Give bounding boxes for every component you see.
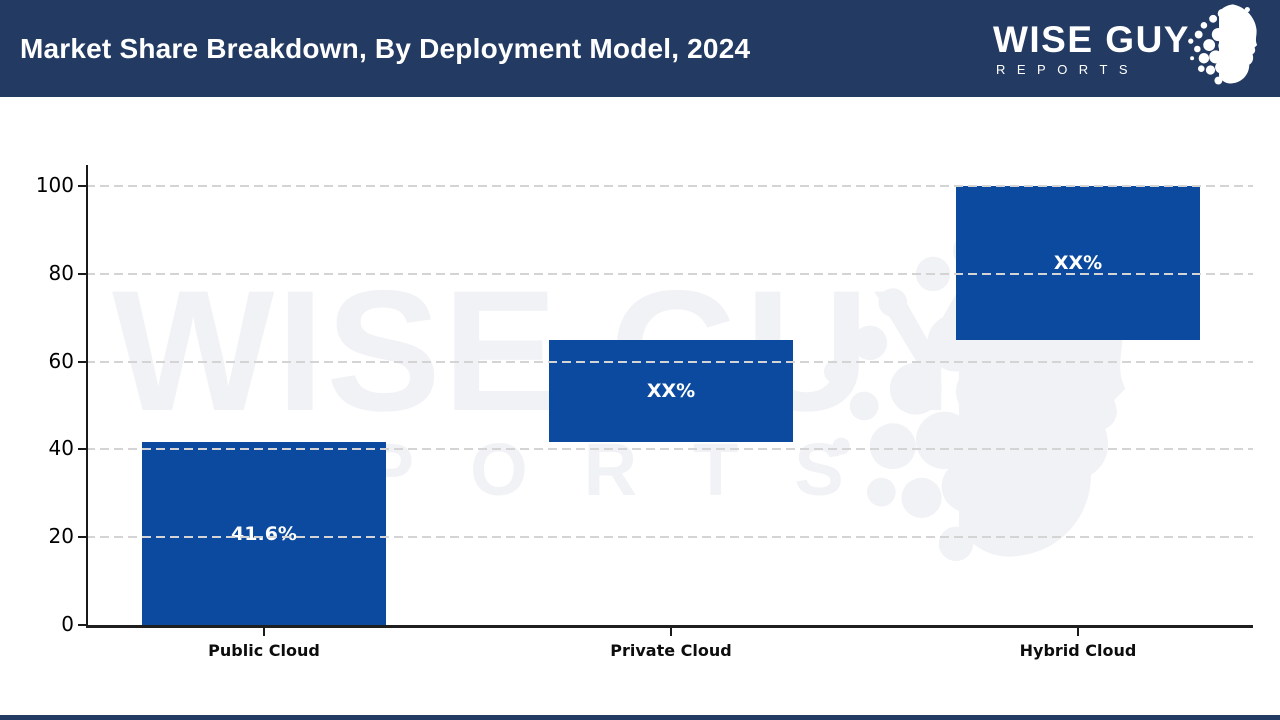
y-tick-label: 20 xyxy=(48,524,74,549)
y-tick-mark xyxy=(78,536,86,539)
y-tick-label: 100 xyxy=(35,173,74,197)
logo-text: WISE GUY REPORTS xyxy=(992,18,1190,77)
bar-value-label: 41.6% xyxy=(231,522,297,545)
x-tick-mark xyxy=(1077,628,1079,636)
footer-strip xyxy=(0,715,1280,720)
gridline xyxy=(86,448,1253,451)
y-tick-mark xyxy=(78,360,86,363)
y-tick-label: 40 xyxy=(48,436,74,461)
x-axis-line xyxy=(86,625,1253,628)
wise-guy-reports-logo: WISE GUY REPORTS xyxy=(993,0,1262,97)
x-tick-mark xyxy=(670,628,672,636)
chart-title: Market Share Breakdown, By Deployment Mo… xyxy=(20,32,751,64)
logo-subtitle: REPORTS xyxy=(995,61,1140,77)
x-category-label: Private Cloud xyxy=(610,641,732,660)
y-tick-label: 0 xyxy=(61,612,74,636)
logo-wordmark: WISE GUY xyxy=(992,18,1190,60)
bar-value-label: XX% xyxy=(1053,251,1103,274)
y-tick-mark xyxy=(78,448,86,451)
y-tick-mark xyxy=(78,185,86,187)
bar-segment: XX% xyxy=(956,186,1200,340)
gridline xyxy=(86,272,1253,275)
y-tick-mark xyxy=(78,272,86,275)
x-category-label: Public Cloud xyxy=(208,641,320,660)
x-category-label: Hybrid Cloud xyxy=(1019,641,1137,660)
x-tick-mark xyxy=(263,628,265,636)
gridline xyxy=(86,360,1253,363)
gridline xyxy=(86,536,1253,539)
y-tick-label: 60 xyxy=(48,348,74,373)
bar-value-label: XX% xyxy=(646,380,696,402)
header-bar: Market Share Breakdown, By Deployment Mo… xyxy=(0,0,1280,97)
bar-segment: 41.6% xyxy=(142,442,386,625)
y-tick-mark xyxy=(78,624,86,626)
gridline xyxy=(86,185,1253,187)
y-tick-label: 80 xyxy=(48,260,74,285)
bar-segment: XX% xyxy=(549,339,793,443)
y-axis-line xyxy=(86,165,88,627)
logo-face-icon xyxy=(1180,3,1262,95)
